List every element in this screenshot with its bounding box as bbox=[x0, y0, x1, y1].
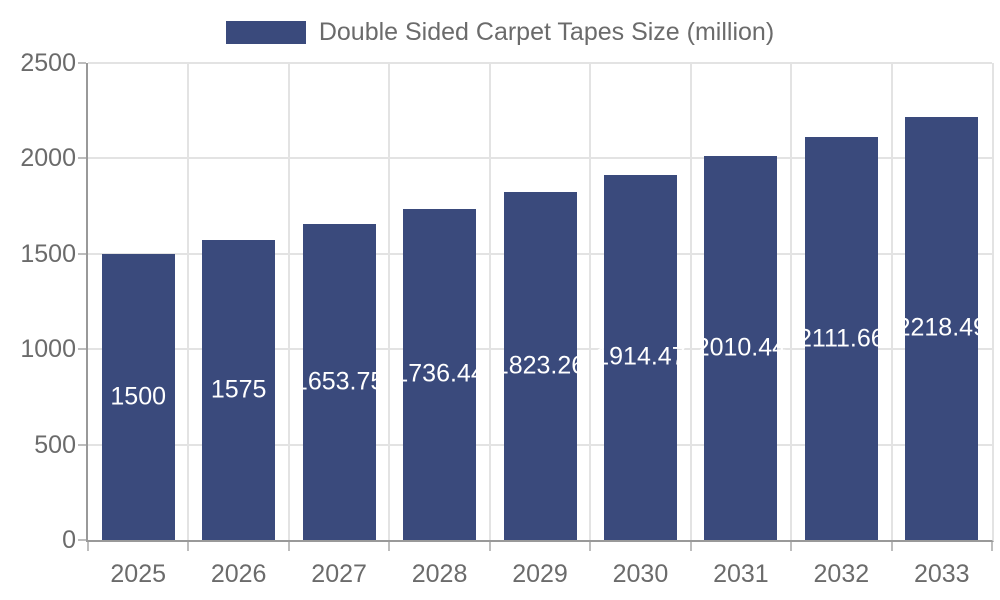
x-axis-tick bbox=[991, 542, 993, 551]
y-axis-tick bbox=[78, 252, 86, 255]
bar[interactable]: 2111.66 bbox=[798, 137, 885, 540]
x-axis-tick bbox=[187, 542, 190, 551]
y-axis-tick bbox=[78, 348, 86, 351]
x-axis-tick-label: 2031 bbox=[713, 560, 769, 588]
bar-value-label: 1823.26 bbox=[494, 351, 586, 380]
bar[interactable]: 1736.44 bbox=[394, 208, 485, 540]
bar-value-label: 1914.47 bbox=[595, 342, 686, 371]
gridline-vertical bbox=[589, 63, 592, 540]
y-axis-tick-label: 2500 bbox=[20, 49, 76, 77]
gridline-horizontal bbox=[88, 62, 992, 64]
gridline-vertical bbox=[488, 63, 491, 540]
plot-area: 1500 1575 1653.75 1736.44 1823.26 1914.47 2010… bbox=[86, 62, 994, 542]
y-axis-tick bbox=[78, 443, 86, 446]
x-axis-tick bbox=[890, 542, 893, 551]
gridline-vertical bbox=[287, 63, 290, 540]
gridline-vertical bbox=[890, 63, 893, 540]
y-axis-tick-label: 0 bbox=[62, 526, 76, 554]
bar[interactable]: 1823.26 bbox=[495, 192, 585, 540]
y-axis-tick-label: 2000 bbox=[20, 144, 76, 173]
gridline-horizontal bbox=[88, 157, 992, 160]
bar-value-label: 1575 bbox=[210, 375, 267, 404]
x-axis-tick bbox=[488, 542, 491, 551]
bar-value-label: 1500 bbox=[110, 382, 167, 411]
legend[interactable]: Double Sided Carpet Tapes Size (million) bbox=[0, 18, 1000, 47]
bar-value-label: 1736.44 bbox=[394, 359, 485, 388]
gridline-vertical bbox=[790, 63, 793, 540]
x-axis-tick bbox=[388, 542, 391, 551]
gridline-vertical bbox=[689, 63, 692, 540]
x-axis-tick-label: 2028 bbox=[411, 560, 468, 588]
legend-swatch bbox=[225, 21, 306, 44]
bar-value-label: 2218.49 bbox=[896, 313, 987, 342]
x-axis-tick-label: 2029 bbox=[512, 560, 568, 588]
bar[interactable]: 1500 bbox=[101, 253, 175, 540]
bar-value-label: 2111.66 bbox=[797, 324, 885, 353]
y-axis-tick bbox=[78, 539, 86, 541]
x-axis-tick-label: 2027 bbox=[311, 560, 367, 588]
y-axis-tick bbox=[78, 157, 86, 160]
x-axis-tick-label: 2033 bbox=[913, 560, 970, 588]
x-axis-tick-label: 2032 bbox=[813, 560, 870, 588]
x-axis-tick bbox=[287, 542, 290, 551]
x-axis-tick-label: 2030 bbox=[612, 560, 669, 588]
bar[interactable]: 1575 bbox=[202, 239, 276, 540]
x-axis-tick bbox=[589, 542, 592, 551]
x-axis-tick-label: 2025 bbox=[110, 560, 167, 588]
y-axis-tick-label: 500 bbox=[34, 430, 76, 459]
bar[interactable]: 1653.75 bbox=[294, 224, 384, 540]
x-axis-tick bbox=[790, 542, 793, 551]
gridline-vertical bbox=[388, 63, 391, 540]
bar[interactable]: 2010.44 bbox=[696, 156, 786, 540]
x-axis-tick-label: 2026 bbox=[210, 560, 267, 588]
gridline-vertical bbox=[187, 63, 190, 540]
y-axis-tick bbox=[78, 62, 86, 64]
bar-value-label: 1653.75 bbox=[293, 367, 385, 396]
y-axis-tick-label: 1000 bbox=[20, 335, 76, 364]
y-axis-tick-label: 1500 bbox=[20, 239, 76, 268]
x-axis-tick bbox=[689, 542, 692, 551]
bar[interactable]: 1914.47 bbox=[595, 174, 686, 540]
x-axis-tick bbox=[87, 542, 89, 551]
legend-label: Double Sided Carpet Tapes Size (million) bbox=[318, 18, 775, 46]
bar-value-label: 2010.44 bbox=[695, 333, 787, 362]
bar[interactable]: 2218.49 bbox=[897, 116, 987, 540]
